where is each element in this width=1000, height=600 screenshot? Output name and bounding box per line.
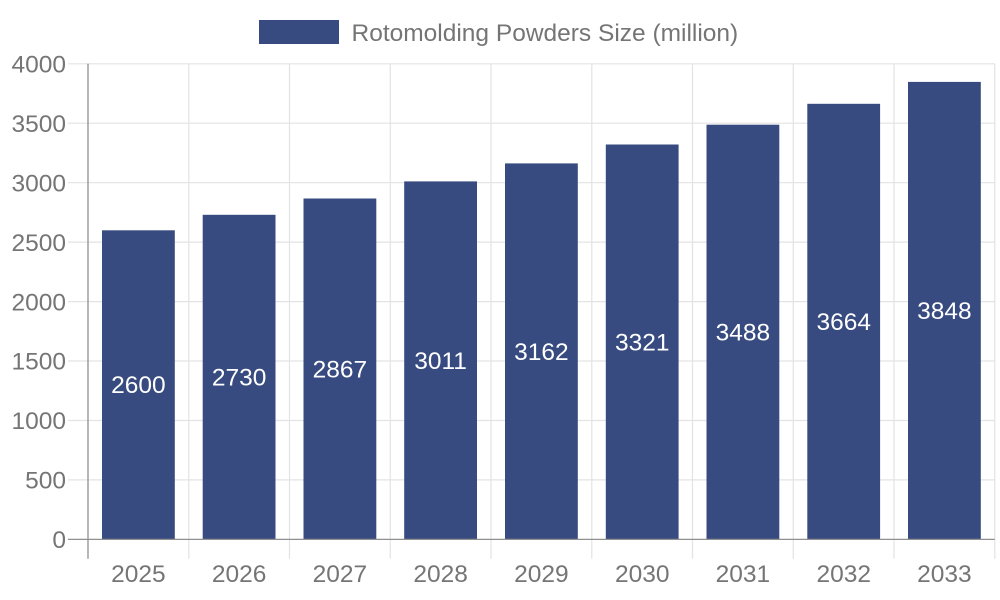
svg-text:2031: 2031 [716, 561, 771, 588]
svg-text:3488: 3488 [716, 319, 771, 346]
svg-text:2026: 2026 [212, 561, 267, 588]
svg-text:2025: 2025 [111, 561, 166, 588]
svg-text:2000: 2000 [11, 289, 66, 316]
svg-text:500: 500 [25, 468, 66, 495]
svg-text:1500: 1500 [11, 349, 66, 376]
svg-text:2867: 2867 [313, 356, 368, 383]
svg-text:2027: 2027 [313, 561, 368, 588]
svg-text:4000: 4000 [11, 52, 66, 79]
svg-text:2730: 2730 [212, 365, 267, 392]
svg-text:2029: 2029 [514, 561, 569, 588]
svg-text:3664: 3664 [816, 309, 871, 336]
svg-text:2600: 2600 [111, 372, 166, 399]
svg-text:3500: 3500 [11, 111, 66, 138]
svg-text:2500: 2500 [11, 230, 66, 257]
svg-text:3321: 3321 [615, 329, 670, 356]
svg-text:3848: 3848 [917, 298, 972, 325]
svg-text:2030: 2030 [615, 561, 670, 588]
svg-text:Rotomolding Powders Size (mill: Rotomolding Powders Size (million) [352, 20, 739, 47]
svg-text:0: 0 [52, 527, 66, 554]
svg-text:2028: 2028 [413, 561, 468, 588]
svg-text:3000: 3000 [11, 170, 66, 197]
svg-text:3162: 3162 [514, 339, 569, 366]
svg-text:3011: 3011 [414, 348, 467, 375]
svg-text:2032: 2032 [816, 561, 871, 588]
svg-text:2033: 2033 [917, 561, 972, 588]
svg-text:1000: 1000 [11, 408, 66, 435]
